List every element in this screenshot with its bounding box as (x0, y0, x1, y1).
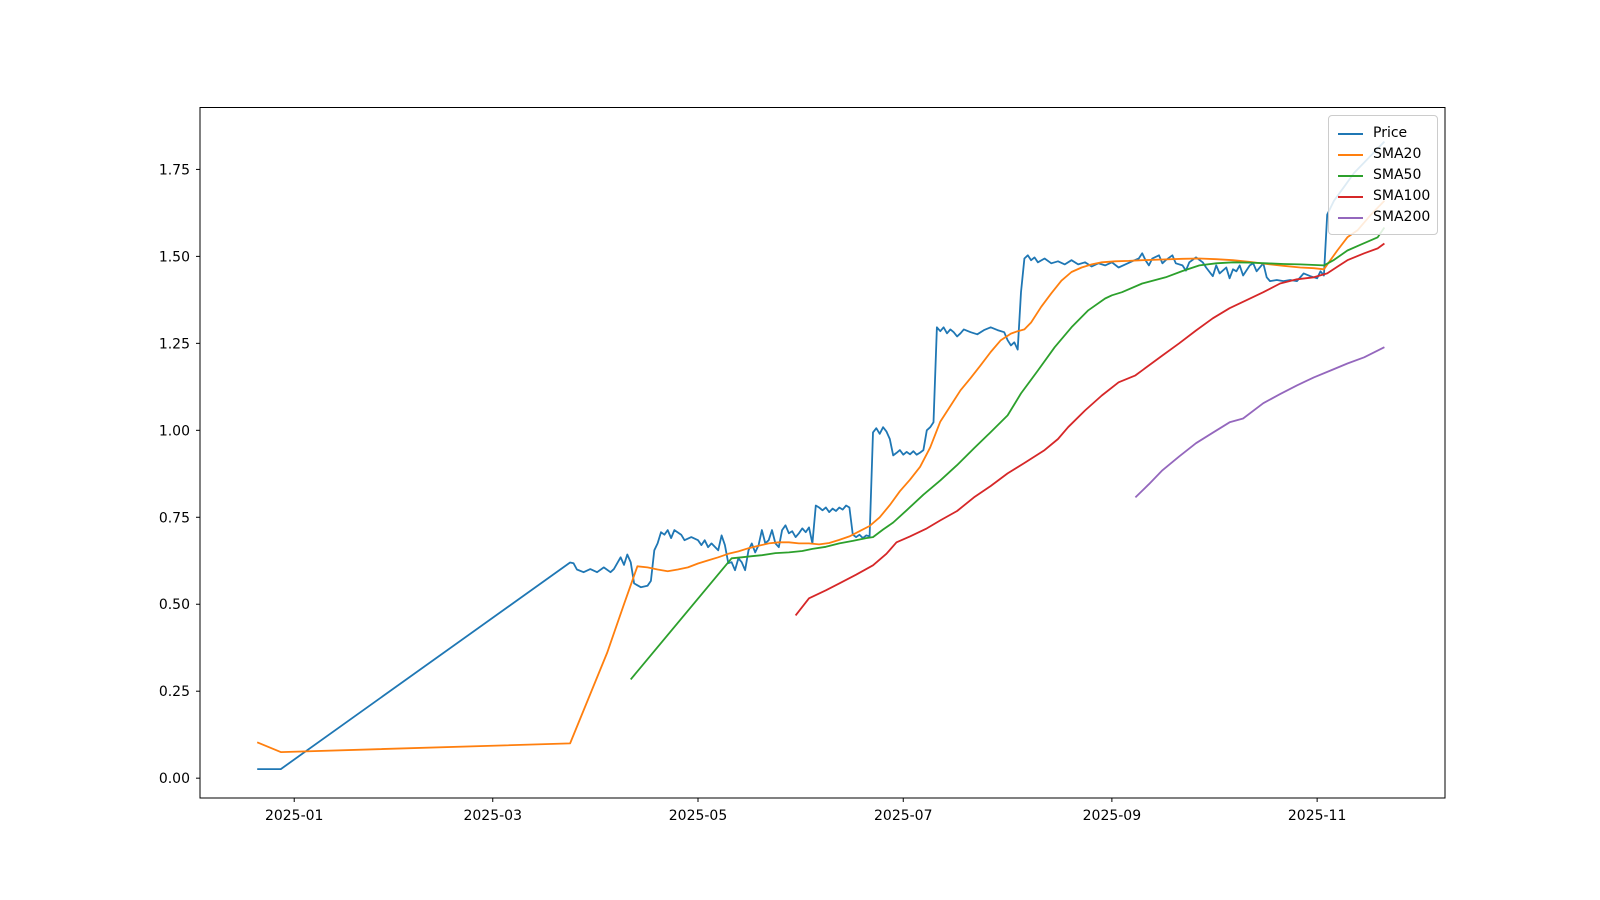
legend-item-sma50: SMA50 (1338, 165, 1428, 186)
y-tick-label: 0.50 (159, 597, 190, 613)
legend-swatch-sma100 (1338, 195, 1363, 198)
series-line-sma50 (630, 226, 1386, 680)
y-tick-label: 0.25 (159, 684, 190, 700)
plot-area (199, 107, 1446, 799)
y-tick-label: 1.00 (159, 423, 190, 439)
x-tick-label: 2025-07 (874, 808, 933, 824)
y-tick-label: 1.25 (159, 336, 190, 352)
legend-swatch-price (1338, 132, 1363, 135)
legend-swatch-sma20 (1338, 153, 1363, 156)
legend-item-sma20: SMA20 (1338, 144, 1428, 165)
legend-label: SMA50 (1373, 167, 1422, 183)
series-line-price (257, 140, 1386, 770)
legend-swatch-sma200 (1338, 216, 1363, 219)
legend-swatch-sma50 (1338, 174, 1363, 177)
y-tick-label: 1.75 (159, 162, 190, 178)
x-tick-label: 2025-09 (1083, 808, 1142, 824)
x-tick-label: 2025-05 (669, 808, 728, 824)
legend-item-sma100: SMA100 (1338, 186, 1431, 207)
legend-label: Price (1373, 125, 1408, 141)
series-line-sma200 (1134, 346, 1385, 499)
legend: Price SMA20 SMA50 SMA100 SMA200 (1328, 115, 1438, 235)
series-line-sma20 (256, 200, 1386, 753)
y-tick-label: 0.00 (159, 771, 190, 787)
x-tick-label: 2025-03 (463, 808, 522, 824)
legend-label: SMA100 (1373, 188, 1431, 204)
y-tick-label: 1.50 (159, 249, 190, 265)
legend-item-price: Price (1338, 123, 1428, 144)
legend-label: SMA20 (1373, 146, 1422, 162)
y-tick-label: 0.75 (159, 510, 190, 526)
legend-item-sma200: SMA200 (1338, 207, 1431, 228)
legend-label: SMA200 (1373, 209, 1431, 225)
series-line-sma100 (794, 242, 1385, 616)
x-tick-label: 2025-01 (265, 808, 324, 824)
x-tick-label: 2025-11 (1288, 808, 1347, 824)
